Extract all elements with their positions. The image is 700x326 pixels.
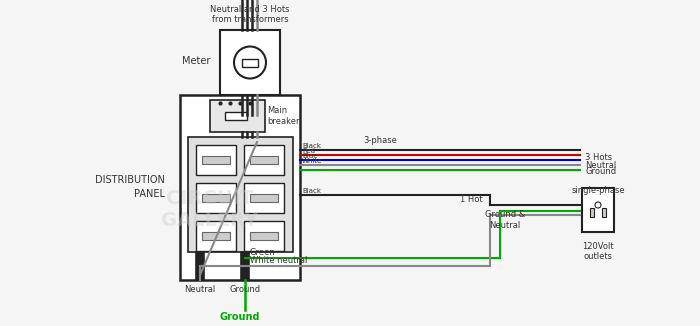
Text: Blue: Blue (302, 153, 318, 159)
FancyBboxPatch shape (225, 112, 247, 120)
FancyBboxPatch shape (220, 30, 280, 95)
Text: Ground &
Neutral: Ground & Neutral (485, 210, 525, 230)
Text: CIRCUIT
GALLERY: CIRCUIT GALLERY (162, 189, 258, 230)
FancyBboxPatch shape (180, 95, 300, 280)
Text: Main
breaker: Main breaker (267, 106, 300, 126)
Text: 3-phase: 3-phase (363, 136, 397, 145)
Text: Ground: Ground (220, 312, 260, 322)
FancyBboxPatch shape (244, 183, 284, 213)
FancyBboxPatch shape (242, 58, 258, 67)
Text: Red: Red (302, 148, 315, 154)
FancyBboxPatch shape (188, 137, 293, 252)
FancyBboxPatch shape (244, 145, 284, 175)
Text: 120Volt
outlets: 120Volt outlets (582, 242, 614, 261)
FancyBboxPatch shape (244, 221, 284, 251)
Text: Black: Black (302, 143, 321, 149)
FancyBboxPatch shape (582, 188, 614, 232)
Text: White: White (302, 158, 323, 164)
Text: Meter: Meter (181, 55, 210, 66)
Text: Neutral: Neutral (184, 285, 216, 294)
FancyBboxPatch shape (196, 221, 236, 251)
FancyBboxPatch shape (202, 156, 230, 164)
Text: Ground: Ground (585, 167, 616, 175)
FancyBboxPatch shape (210, 100, 265, 132)
FancyBboxPatch shape (196, 145, 236, 175)
Text: DISTRIBUTION
PANEL: DISTRIBUTION PANEL (95, 175, 165, 199)
Text: Black: Black (302, 188, 321, 194)
Bar (602, 208, 606, 217)
FancyBboxPatch shape (250, 156, 278, 164)
Bar (196, 252, 204, 280)
Text: Ground: Ground (230, 285, 260, 294)
FancyBboxPatch shape (202, 232, 230, 240)
Text: Neutral: Neutral (585, 160, 616, 170)
Text: 3 Hots: 3 Hots (585, 153, 612, 161)
Bar (590, 208, 594, 217)
Text: White neutral: White neutral (250, 256, 307, 265)
FancyBboxPatch shape (196, 183, 236, 213)
Text: Neutral and 3 Hots
from transformers: Neutral and 3 Hots from transformers (210, 5, 290, 24)
FancyBboxPatch shape (250, 194, 278, 202)
Bar (241, 252, 249, 280)
FancyBboxPatch shape (250, 232, 278, 240)
Text: Green: Green (250, 248, 276, 257)
Text: single-phase: single-phase (571, 186, 625, 195)
FancyBboxPatch shape (202, 194, 230, 202)
Text: 1 Hot: 1 Hot (460, 195, 482, 204)
